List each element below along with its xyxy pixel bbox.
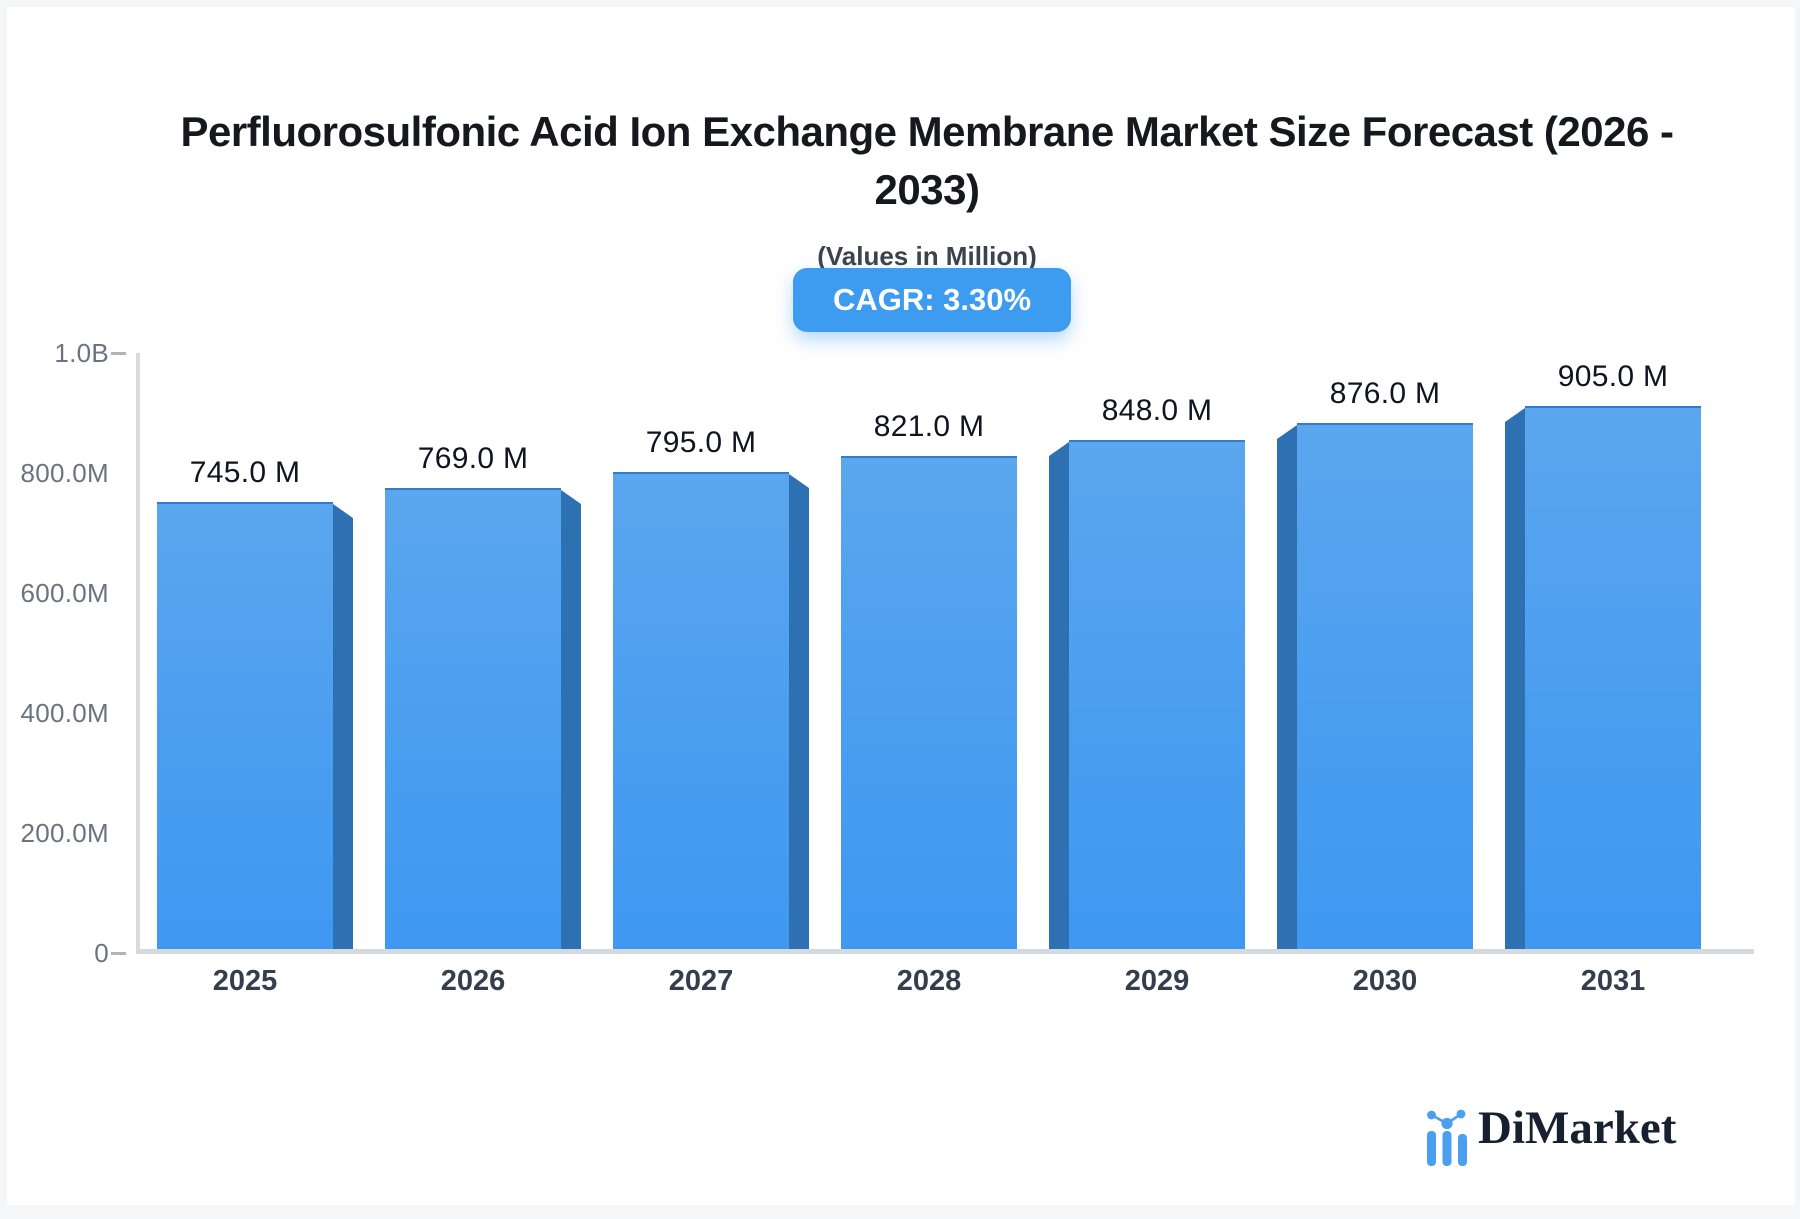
bar-2026[interactable] bbox=[385, 488, 581, 949]
bar-3d-side bbox=[1049, 442, 1069, 949]
dimarket-logo-text: DiMarket bbox=[1478, 1102, 1677, 1154]
x-tick-label-2026: 2026 bbox=[440, 965, 506, 997]
chart-title: Perfluorosulfonic Acid Ion Exchange Memb… bbox=[180, 108, 1674, 213]
bar-2028[interactable] bbox=[841, 456, 1017, 949]
bar-value-label: 821.0 M bbox=[873, 410, 985, 443]
y-tick-mark bbox=[111, 352, 126, 355]
bar-3d-side bbox=[1505, 408, 1525, 949]
dimarket-logo-icon bbox=[1427, 1109, 1467, 1166]
y-tick-label: 400.0M bbox=[20, 698, 109, 728]
bar-value-label: 795.0 M bbox=[645, 426, 757, 459]
dimarket-logo: DiMarket bbox=[1425, 1105, 1676, 1169]
y-tick-label: 0 bbox=[94, 938, 109, 968]
y-tick-label: 1.0B bbox=[54, 338, 109, 368]
x-tick-label-2030: 2030 bbox=[1352, 965, 1418, 997]
y-tick-label: 600.0M bbox=[20, 578, 109, 608]
x-tick-label-2029: 2029 bbox=[1124, 965, 1190, 997]
x-tick-label-2027: 2027 bbox=[668, 965, 734, 997]
y-tick-mark bbox=[111, 952, 126, 955]
bar-value-label: 905.0 M bbox=[1557, 360, 1669, 393]
y-axis-line bbox=[136, 353, 140, 954]
bar-value-label: 769.0 M bbox=[417, 442, 529, 475]
bar-2029[interactable] bbox=[1049, 440, 1245, 949]
bar-2031[interactable] bbox=[1505, 406, 1701, 949]
bar-value-label: 848.0 M bbox=[1101, 394, 1213, 427]
x-axis-line bbox=[136, 949, 1754, 954]
bar-2030[interactable] bbox=[1277, 423, 1473, 949]
y-tick-label: 800.0M bbox=[20, 458, 109, 488]
bar-3d-side bbox=[561, 490, 581, 949]
x-tick-label-2028: 2028 bbox=[896, 965, 962, 997]
bar-2027[interactable] bbox=[613, 472, 809, 949]
bar-3d-side bbox=[333, 504, 353, 949]
cagr-badge: CAGR: 3.30% bbox=[793, 268, 1071, 332]
x-tick-label-2025: 2025 bbox=[212, 965, 278, 997]
y-tick-label: 200.0M bbox=[20, 818, 109, 848]
chart-subtitle: (Values in Million) bbox=[817, 241, 1037, 271]
bar-value-label: 745.0 M bbox=[189, 456, 301, 489]
bar-3d-side bbox=[1277, 425, 1297, 949]
chart-card: Perfluorosulfonic Acid Ion Exchange Memb… bbox=[7, 7, 1795, 1205]
bar-2025[interactable] bbox=[157, 502, 353, 949]
bar-value-label: 876.0 M bbox=[1329, 377, 1441, 410]
bar-3d-side bbox=[789, 474, 809, 949]
x-tick-label-2031: 2031 bbox=[1580, 965, 1646, 997]
bar-chart: 0 200.0M 400.0M 600.0M 800.0M 1.0B 745.0 M 769… bbox=[7, 7, 1800, 1219]
